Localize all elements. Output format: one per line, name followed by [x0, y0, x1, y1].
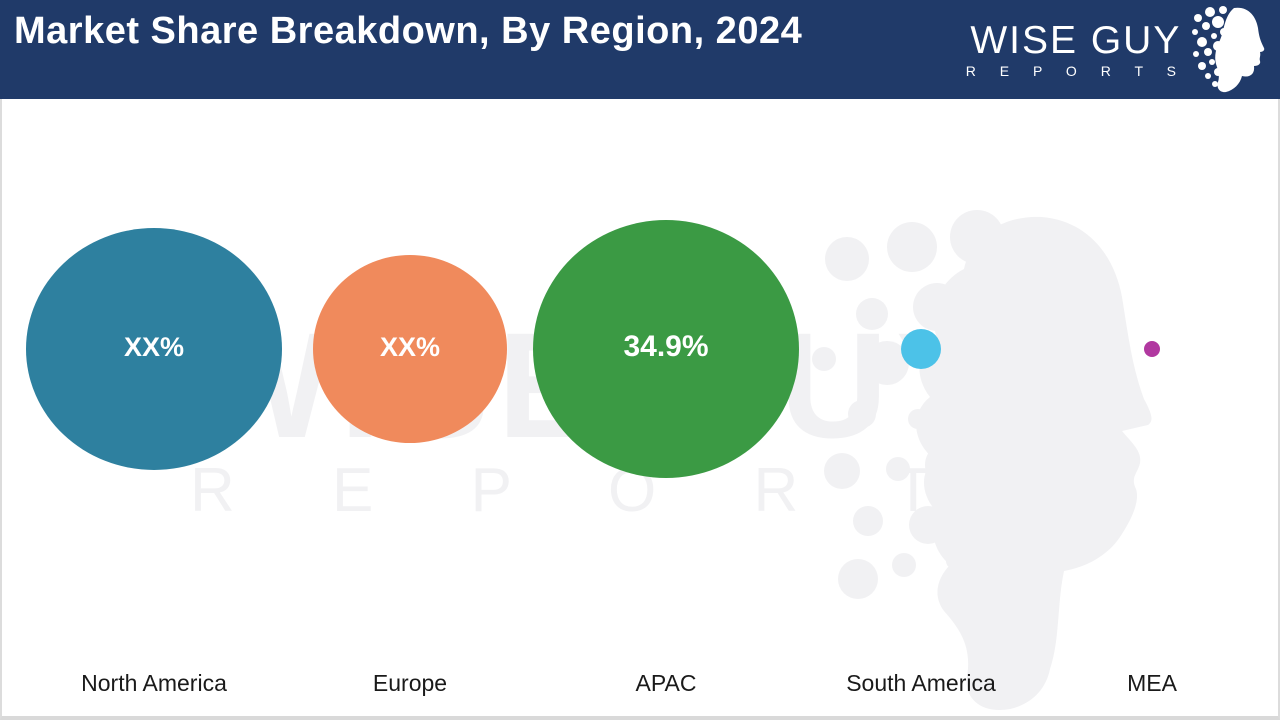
watermark-face: [916, 216, 1152, 710]
bubble-value-label: 34.9%: [623, 330, 709, 363]
category-label-mea: MEA: [1127, 670, 1177, 696]
logo-subtitle: R E P O R T S: [965, 63, 1186, 79]
bubble-europe: XX%: [313, 255, 507, 443]
bubble-apac: 34.9%: [533, 220, 799, 478]
category-label-europe: Europe: [372, 670, 448, 696]
wise-guy-logo: WISE GUY R E P O R T S: [966, 4, 1268, 96]
bubble-north-america: XX%: [26, 228, 282, 470]
bubble-value-label: XX%: [379, 331, 441, 362]
category-label-apac: APAC: [635, 670, 697, 696]
chart-area: WISE GUY R E P O R T S XX% XX% 34.9% N: [0, 99, 1280, 720]
header-bar: Market Share Breakdown, By Region, 2024 …: [0, 0, 1280, 99]
page-title: Market Share Breakdown, By Region, 2024: [14, 10, 803, 52]
logo-face-icon: [1192, 6, 1265, 93]
logo-text: WISE GUY R E P O R T S: [965, 19, 1186, 80]
category-label-south-america: South America: [846, 670, 996, 696]
logo-wordmark: WISE GUY: [970, 19, 1182, 62]
bubble-south-america: [901, 329, 941, 369]
bubble-value-label: XX%: [123, 331, 185, 362]
bubble-mea: [1144, 341, 1160, 357]
category-label-north-america: North America: [81, 670, 227, 696]
